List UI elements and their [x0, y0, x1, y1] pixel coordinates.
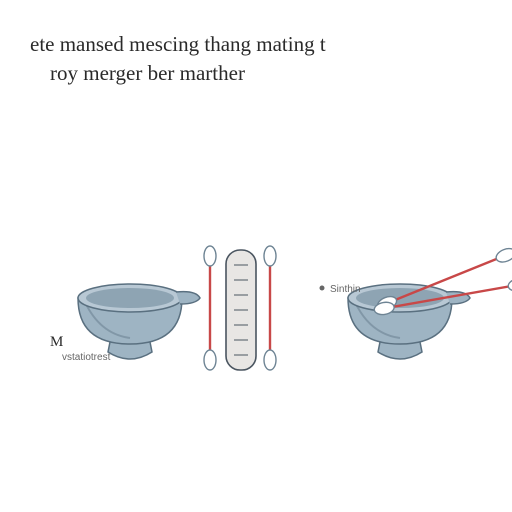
right-small-label: Sinthin — [330, 284, 361, 295]
left-letter-label: M — [50, 334, 63, 350]
left-small-label: vstatiotrest — [62, 352, 111, 363]
center-ruler — [226, 250, 256, 370]
diagram-title: ete mansed mescing thang mating t roy me… — [30, 30, 482, 89]
left-bowl — [78, 284, 200, 359]
title-line-2: roy merger ber marther — [30, 59, 482, 88]
title-line-1: ete mansed mescing thang mating t — [30, 30, 482, 59]
diagram-canvas: M vstatiotrest — [0, 120, 512, 420]
